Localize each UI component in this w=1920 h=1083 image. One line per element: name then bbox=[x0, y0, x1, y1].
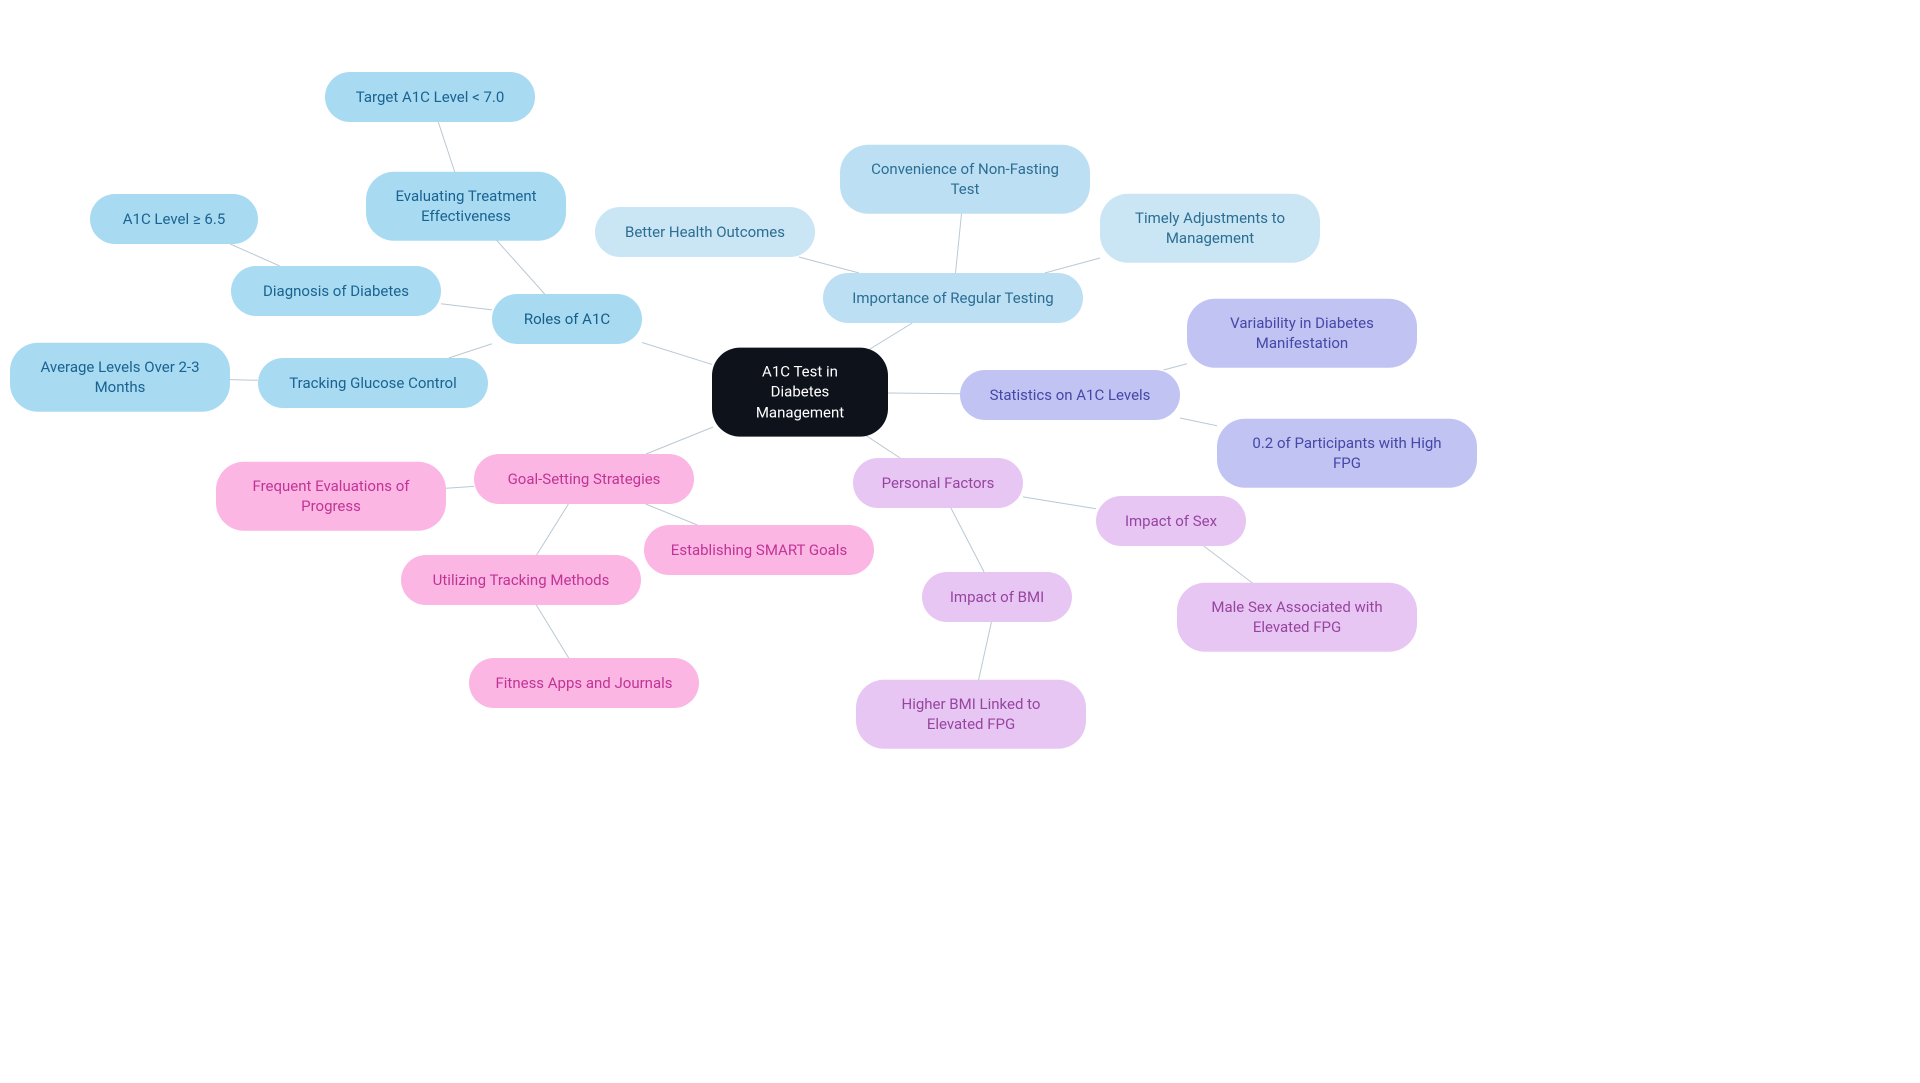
mindmap-node-variab: Variability in Diabetes Manifestation bbox=[1187, 299, 1417, 368]
node-label: Utilizing Tracking Methods bbox=[433, 570, 610, 590]
mindmap-node-fitness: Fitness Apps and Journals bbox=[469, 658, 699, 708]
node-label: Goal-Setting Strategies bbox=[508, 469, 661, 489]
mindmap-node-smart: Establishing SMART Goals bbox=[644, 525, 874, 575]
mindmap-node-glucose: Tracking Glucose Control bbox=[258, 358, 488, 408]
mindmap-node-fpg02: 0.2 of Participants with High FPG bbox=[1217, 419, 1477, 488]
node-label: 0.2 of Participants with High FPG bbox=[1239, 433, 1455, 474]
node-label: Impact of BMI bbox=[950, 587, 1044, 607]
node-label: Target A1C Level < 7.0 bbox=[356, 87, 505, 107]
node-label: Diagnosis of Diabetes bbox=[263, 281, 409, 301]
node-label: Fitness Apps and Journals bbox=[495, 673, 672, 693]
node-label: Evaluating Treatment Effectiveness bbox=[388, 186, 544, 227]
mindmap-node-a1c65: A1C Level ≥ 6.5 bbox=[90, 194, 258, 244]
mindmap-node-timely: Timely Adjustments to Management bbox=[1100, 194, 1320, 263]
mindmap-node-goals: Goal-Setting Strategies bbox=[474, 454, 694, 504]
node-label: Higher BMI Linked to Elevated FPG bbox=[878, 694, 1064, 735]
node-label: Male Sex Associated with Elevated FPG bbox=[1199, 597, 1395, 638]
mindmap-node-diag: Diagnosis of Diabetes bbox=[231, 266, 441, 316]
mindmap-node-eval: Evaluating Treatment Effectiveness bbox=[366, 172, 566, 241]
mindmap-node-bmi: Impact of BMI bbox=[922, 572, 1072, 622]
mindmap-node-roles: Roles of A1C bbox=[492, 294, 642, 344]
node-label: A1C Test in Diabetes Management bbox=[734, 362, 866, 423]
node-label: Better Health Outcomes bbox=[625, 222, 785, 242]
mindmap-node-root: A1C Test in Diabetes Management bbox=[712, 348, 888, 437]
node-label: Statistics on A1C Levels bbox=[990, 385, 1151, 405]
mindmap-node-better: Better Health Outcomes bbox=[595, 207, 815, 257]
mindmap-node-male: Male Sex Associated with Elevated FPG bbox=[1177, 583, 1417, 652]
mindmap-node-track: Utilizing Tracking Methods bbox=[401, 555, 641, 605]
mindmap-node-conven: Convenience of Non-Fasting Test bbox=[840, 145, 1090, 214]
mindmap-node-target: Target A1C Level < 7.0 bbox=[325, 72, 535, 122]
node-label: Establishing SMART Goals bbox=[671, 540, 847, 560]
node-label: Impact of Sex bbox=[1125, 511, 1217, 531]
node-label: Personal Factors bbox=[882, 473, 995, 493]
mindmap-node-avg: Average Levels Over 2-3 Months bbox=[10, 343, 230, 412]
mindmap-node-personal: Personal Factors bbox=[853, 458, 1023, 508]
node-label: Roles of A1C bbox=[524, 309, 610, 329]
node-label: Variability in Diabetes Manifestation bbox=[1209, 313, 1395, 354]
node-label: Importance of Regular Testing bbox=[852, 288, 1053, 308]
node-label: Average Levels Over 2-3 Months bbox=[32, 357, 208, 398]
node-label: Timely Adjustments to Management bbox=[1122, 208, 1298, 249]
node-label: Frequent Evaluations of Progress bbox=[238, 476, 424, 517]
node-label: Convenience of Non-Fasting Test bbox=[862, 159, 1068, 200]
mindmap-node-freq: Frequent Evaluations of Progress bbox=[216, 462, 446, 531]
mindmap-node-import: Importance of Regular Testing bbox=[823, 273, 1083, 323]
node-label: Tracking Glucose Control bbox=[289, 373, 456, 393]
mindmap-node-sex: Impact of Sex bbox=[1096, 496, 1246, 546]
node-label: A1C Level ≥ 6.5 bbox=[123, 209, 226, 229]
mindmap-node-highbmi: Higher BMI Linked to Elevated FPG bbox=[856, 680, 1086, 749]
mindmap-node-stats: Statistics on A1C Levels bbox=[960, 370, 1180, 420]
